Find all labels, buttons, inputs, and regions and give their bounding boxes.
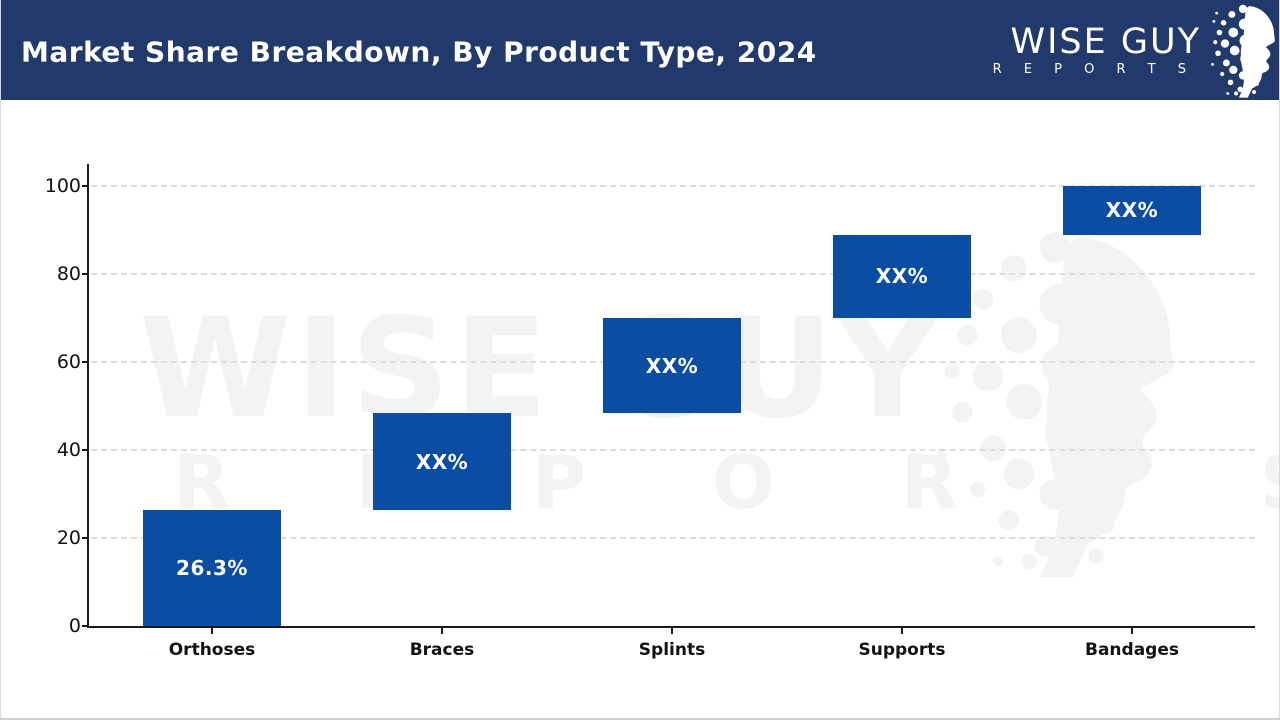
y-axis-tick-label: 0 [68, 615, 81, 637]
y-axis-tick-mark [82, 273, 89, 275]
x-axis-category-label: Supports [858, 640, 946, 660]
bar-supports: XX% [833, 234, 971, 318]
bar-value-label: XX% [1105, 198, 1159, 223]
x-axis-category-label: Braces [409, 640, 475, 660]
bar-orthoses: 26.3% [143, 510, 281, 626]
bar-value-label: XX% [875, 264, 929, 289]
y-axis-tick-mark [82, 185, 89, 187]
header-banner: Market Share Breakdown, By Product Type,… [1, 0, 1279, 100]
y-axis-tick-mark [82, 625, 89, 627]
x-axis-tick-mark [901, 628, 903, 634]
logo-wordmark: WISE GUY [1010, 22, 1201, 62]
y-axis-tick-label: 40 [56, 439, 81, 461]
dotted-face-icon [1207, 2, 1279, 99]
x-axis-tick-mark [1131, 628, 1133, 634]
x-axis-category-label: Bandages [1085, 640, 1179, 660]
bar-value-label: XX% [415, 449, 469, 474]
x-axis-tick-mark [211, 628, 213, 634]
y-axis-tick-mark [82, 537, 89, 539]
bar-bandages: XX% [1063, 186, 1201, 235]
y-axis-line [87, 164, 89, 628]
x-axis-tick-mark [671, 628, 673, 634]
wise-guy-reports-logo: WISE GUY R E P O R T S [993, 0, 1279, 100]
watermark-text-1: WISE GUY [139, 288, 942, 449]
gridline-40 [91, 449, 1255, 451]
bar-braces: XX% [373, 413, 511, 511]
bar-value-label: XX% [645, 353, 699, 378]
gridline-20 [91, 537, 1255, 539]
x-axis-tick-mark [441, 628, 443, 634]
bar-splints: XX% [603, 318, 741, 414]
gridline-100 [91, 185, 1255, 187]
logo-wordmark-sub: R E P O R T S [992, 62, 1195, 77]
y-axis-tick-mark [82, 361, 89, 363]
x-axis-category-label: Splints [638, 640, 706, 660]
y-axis-tick-label: 100 [44, 175, 81, 197]
x-axis-line [87, 626, 1255, 628]
x-axis-category-label: Orthoses [168, 640, 256, 660]
y-axis-tick-mark [82, 449, 89, 451]
bar-value-label: 26.3% [176, 556, 248, 581]
page-title: Market Share Breakdown, By Product Type,… [21, 35, 817, 69]
gridline-80 [91, 273, 1255, 275]
y-axis-tick-label: 20 [56, 527, 81, 549]
y-axis-tick-label: 80 [56, 263, 81, 285]
y-axis-tick-label: 60 [56, 351, 81, 373]
